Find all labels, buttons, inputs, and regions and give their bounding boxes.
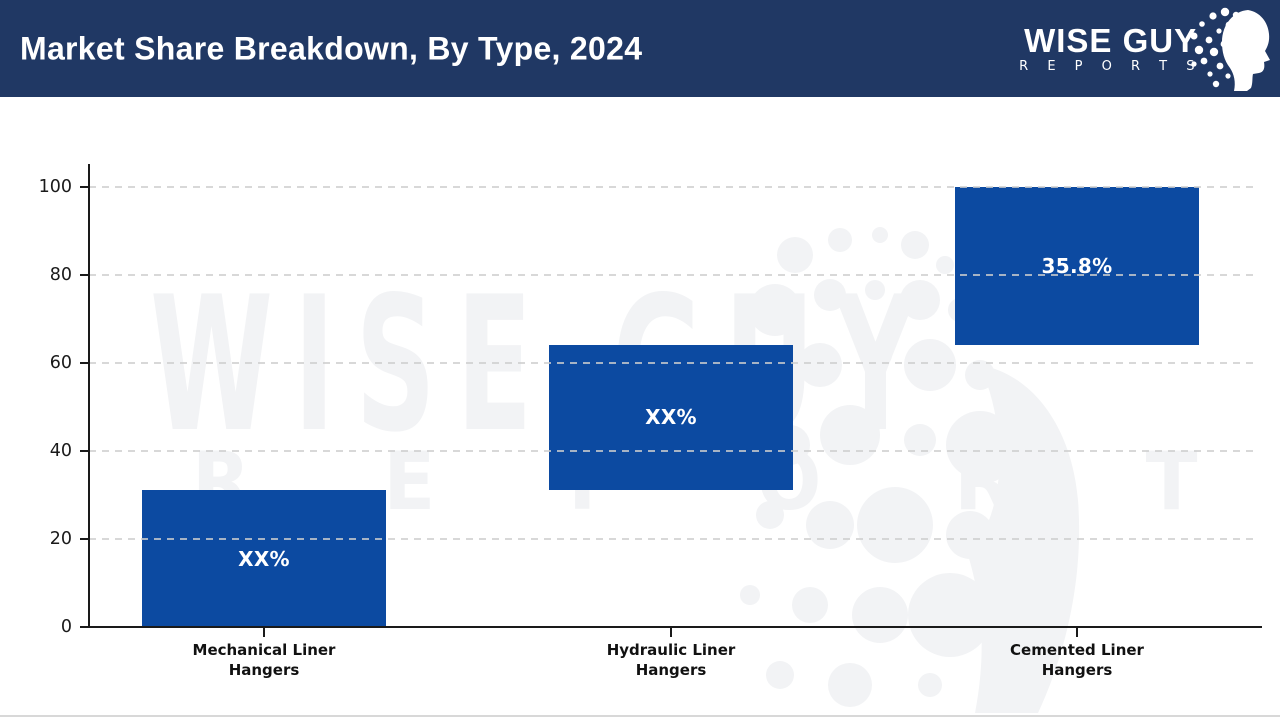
bar-segment: 35.8% xyxy=(955,187,1199,345)
x-tick-mark xyxy=(670,628,672,637)
x-axis-line xyxy=(88,626,1262,628)
y-tick-mark xyxy=(80,538,88,540)
gridline xyxy=(89,450,1258,452)
x-category-label: Mechanical Liner Hangers xyxy=(114,640,414,680)
y-tick-mark xyxy=(80,626,88,628)
bar-segment: XX% xyxy=(142,490,386,627)
y-axis-line xyxy=(88,164,90,628)
bar-value-label: XX% xyxy=(645,405,697,430)
y-tick-mark xyxy=(80,186,88,188)
x-category-label: Cemented Liner Hangers xyxy=(927,640,1227,680)
bar-value-label: XX% xyxy=(238,546,290,571)
x-category-label-line: Hangers xyxy=(635,661,707,679)
gridline xyxy=(89,362,1258,364)
x-tick-mark xyxy=(263,628,265,637)
logo-subtitle: R E P O R T S xyxy=(1019,59,1202,75)
logo-wordmark: WISE GUY xyxy=(1024,21,1198,59)
x-category-label: Hydraulic Liner Hangers xyxy=(521,640,821,680)
header-bar: Market Share Breakdown, By Type, 2024 WI… xyxy=(0,0,1280,97)
bottom-divider xyxy=(0,715,1280,717)
bar-segment: XX% xyxy=(549,344,793,491)
y-tick-label: 40 xyxy=(49,441,72,461)
y-tick-label: 0 xyxy=(60,617,72,637)
y-tick-label: 80 xyxy=(49,265,72,285)
x-category-label-line: Mechanical Liner xyxy=(192,641,336,659)
gridline xyxy=(89,274,1258,276)
logo-face-icon xyxy=(1190,7,1270,91)
wiseguy-logo: WISE GUY R E P O R T S xyxy=(1019,6,1272,92)
y-tick-label: 60 xyxy=(49,353,72,373)
y-tick-label: 100 xyxy=(38,177,72,197)
y-tick-mark xyxy=(80,274,88,276)
x-category-label-line: Hangers xyxy=(1041,661,1113,679)
y-tick-label: 20 xyxy=(49,529,72,549)
bar-value-label: 35.8% xyxy=(1041,253,1113,278)
page-title: Market Share Breakdown, By Type, 2024 xyxy=(20,30,643,66)
x-tick-mark xyxy=(1076,628,1078,637)
gridline xyxy=(89,538,1258,540)
x-category-label-line: Hangers xyxy=(228,661,300,679)
logo-text-block: WISE GUY R E P O R T S xyxy=(1019,21,1202,75)
y-tick-mark xyxy=(80,362,88,364)
x-category-label-line: Cemented Liner xyxy=(1010,641,1144,659)
y-tick-mark xyxy=(80,450,88,452)
gridline xyxy=(89,186,1258,188)
x-category-label-line: Hydraulic Liner xyxy=(606,641,736,659)
